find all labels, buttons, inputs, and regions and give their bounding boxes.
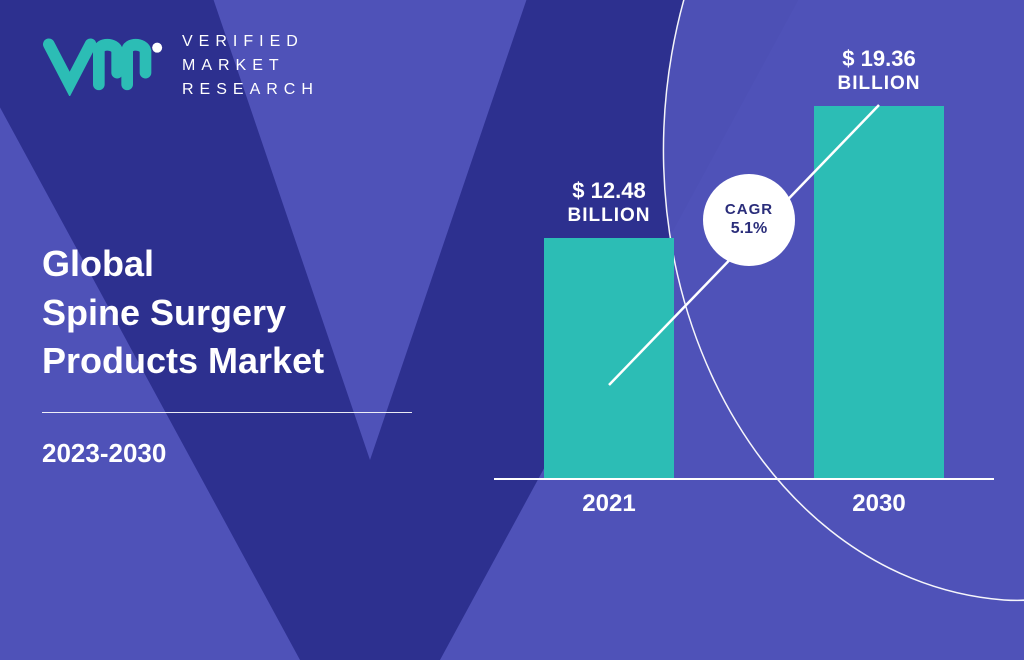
- logo: VERIFIED MARKET RESEARCH: [38, 30, 319, 102]
- bar-2030-year: 2030: [814, 490, 944, 518]
- logo-mark-icon: [38, 36, 168, 96]
- bar-2030-value-label: $ 19.36 BILLION: [794, 45, 964, 96]
- bar-2030-value: $ 19.36: [794, 45, 964, 73]
- bar-2030-unit: BILLION: [794, 72, 964, 96]
- bar-2021-unit: BILLION: [524, 204, 694, 228]
- divider: [42, 412, 412, 413]
- logo-text-line1: VERIFIED: [182, 30, 319, 54]
- logo-text-line3: RESEARCH: [182, 78, 319, 102]
- bar-chart: $ 12.48 BILLION 2021 $ 19.36 BILLION 203…: [524, 50, 964, 480]
- page-title: Global Spine Surgery Products Market: [42, 240, 324, 386]
- title-line2: Spine Surgery: [42, 289, 324, 338]
- logo-text-line2: MARKET: [182, 54, 319, 78]
- chart-baseline: [494, 478, 994, 480]
- bar-2021: [544, 238, 674, 478]
- bar-2021-year: 2021: [544, 490, 674, 518]
- cagr-value: 5.1%: [731, 219, 767, 238]
- cagr-badge: CAGR 5.1%: [703, 174, 795, 266]
- bar-2021-value-label: $ 12.48 BILLION: [524, 177, 694, 228]
- title-line1: Global: [42, 240, 324, 289]
- forecast-range: 2023-2030: [42, 438, 166, 469]
- bar-2021-value: $ 12.48: [524, 177, 694, 205]
- title-line3: Products Market: [42, 337, 324, 386]
- cagr-label: CAGR: [725, 201, 773, 219]
- bar-2030: [814, 106, 944, 478]
- logo-text: VERIFIED MARKET RESEARCH: [182, 30, 319, 102]
